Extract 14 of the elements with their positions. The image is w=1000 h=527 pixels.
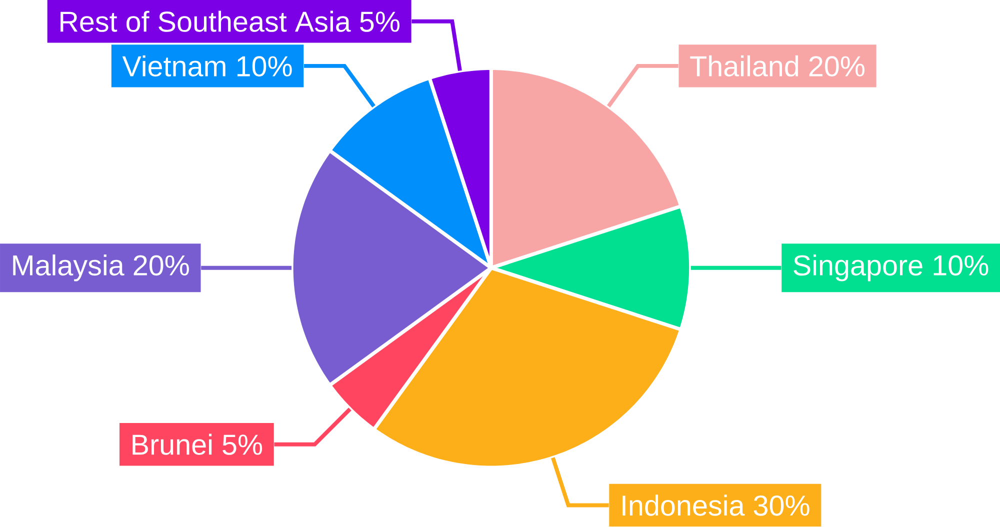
data-label: 5%	[360, 12, 400, 32]
data-label: 30%	[754, 496, 810, 516]
slice-label: Brunei	[132, 434, 212, 456]
slice-label: Singapore	[794, 254, 922, 282]
slice-label: Malaysia	[13, 254, 124, 282]
slice-label: Rest of Southeast Asia	[60, 10, 351, 32]
slice-label: Vietnam	[122, 56, 226, 77]
data-label: 20%	[134, 255, 189, 276]
data-label: 10%	[237, 56, 292, 77]
data-label: 20%	[809, 56, 864, 77]
slice-label: Indonesia	[622, 494, 745, 516]
data-label: 10%	[934, 255, 988, 276]
data-label: 5%	[222, 434, 262, 456]
slice-label: Thailand	[690, 56, 798, 77]
